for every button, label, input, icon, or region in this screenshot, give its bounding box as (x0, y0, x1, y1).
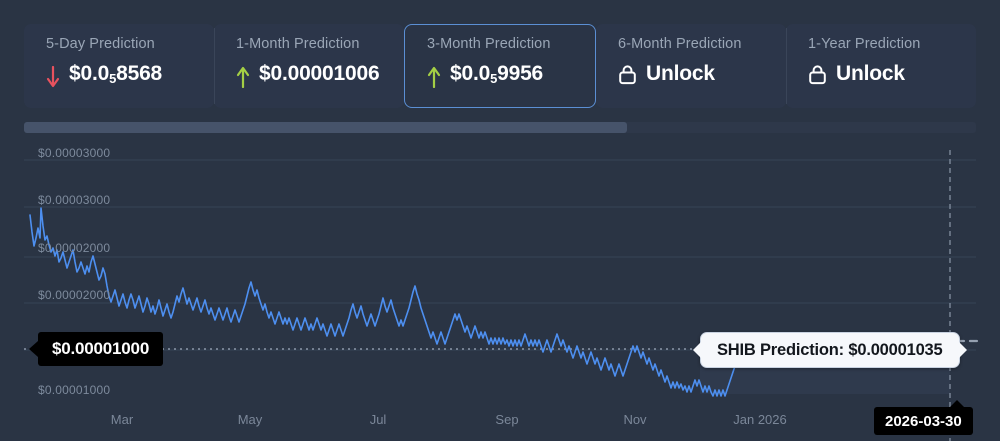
prediction-card-label: 6-Month Prediction (618, 36, 742, 52)
arrow-up-icon (236, 66, 250, 88)
prediction-card-1-year[interactable]: 1-Year Prediction Unlock (786, 24, 976, 108)
x-tick-label: Jul (369, 412, 387, 427)
price-chart-svg (24, 150, 982, 441)
x-tick-label: Nov (623, 412, 647, 427)
x-tick-label: Jan 2026 (733, 412, 787, 427)
chart-range-scrollbar[interactable] (24, 122, 976, 133)
date-tooltip: 2026-03-30 (874, 400, 973, 435)
prediction-card-3-month[interactable]: 3-Month Prediction $0.059956 (404, 24, 596, 108)
lock-icon (619, 64, 636, 84)
prediction-amount: $0.00001006 (259, 62, 380, 85)
prediction-card-1-month[interactable]: 1-Month Prediction $0.00001006 (214, 24, 404, 108)
prediction-card-value: Unlock (808, 61, 976, 87)
prediction-card-5-day[interactable]: 5-Day Prediction $0.058568 (24, 24, 214, 108)
chart-range-thumb[interactable] (24, 122, 627, 133)
prediction-card-label: 1-Year Prediction (808, 36, 921, 52)
x-tick-label: Sep (495, 412, 519, 427)
prediction-card-label: 3-Month Prediction (427, 36, 551, 52)
prediction-card-value: $0.059956 (427, 61, 595, 92)
prediction-card-value: Unlock (618, 61, 786, 87)
lock-icon (809, 64, 826, 84)
price-chart[interactable]: $0.00003000 $0.00003000 $0.00002000 $0.0… (0, 140, 1000, 441)
unlock-label: Unlock (646, 62, 715, 85)
prediction-card-value: $0.00001006 (236, 61, 404, 92)
prediction-card-label: 1-Month Prediction (236, 36, 360, 52)
prediction-amount: $0.059956 (450, 62, 544, 86)
prediction-cards: 5-Day Prediction $0.058568 1-Month Predi… (24, 24, 976, 108)
current-price-tooltip: $0.00001000 (38, 332, 164, 366)
prediction-amount: $0.058568 (69, 62, 163, 86)
unlock-label: Unlock (836, 62, 905, 85)
prediction-card-value: $0.058568 (46, 61, 214, 92)
arrow-down-icon (46, 65, 60, 87)
prediction-card-6-month[interactable]: 6-Month Prediction Unlock (596, 24, 786, 108)
x-tick-label: May (237, 412, 263, 427)
prediction-tooltip: SHIB Prediction: $0.00001035 (700, 332, 960, 368)
prediction-card-label: 5-Day Prediction (46, 36, 155, 52)
x-tick-label: Mar (110, 412, 134, 427)
arrow-up-icon (427, 66, 441, 88)
